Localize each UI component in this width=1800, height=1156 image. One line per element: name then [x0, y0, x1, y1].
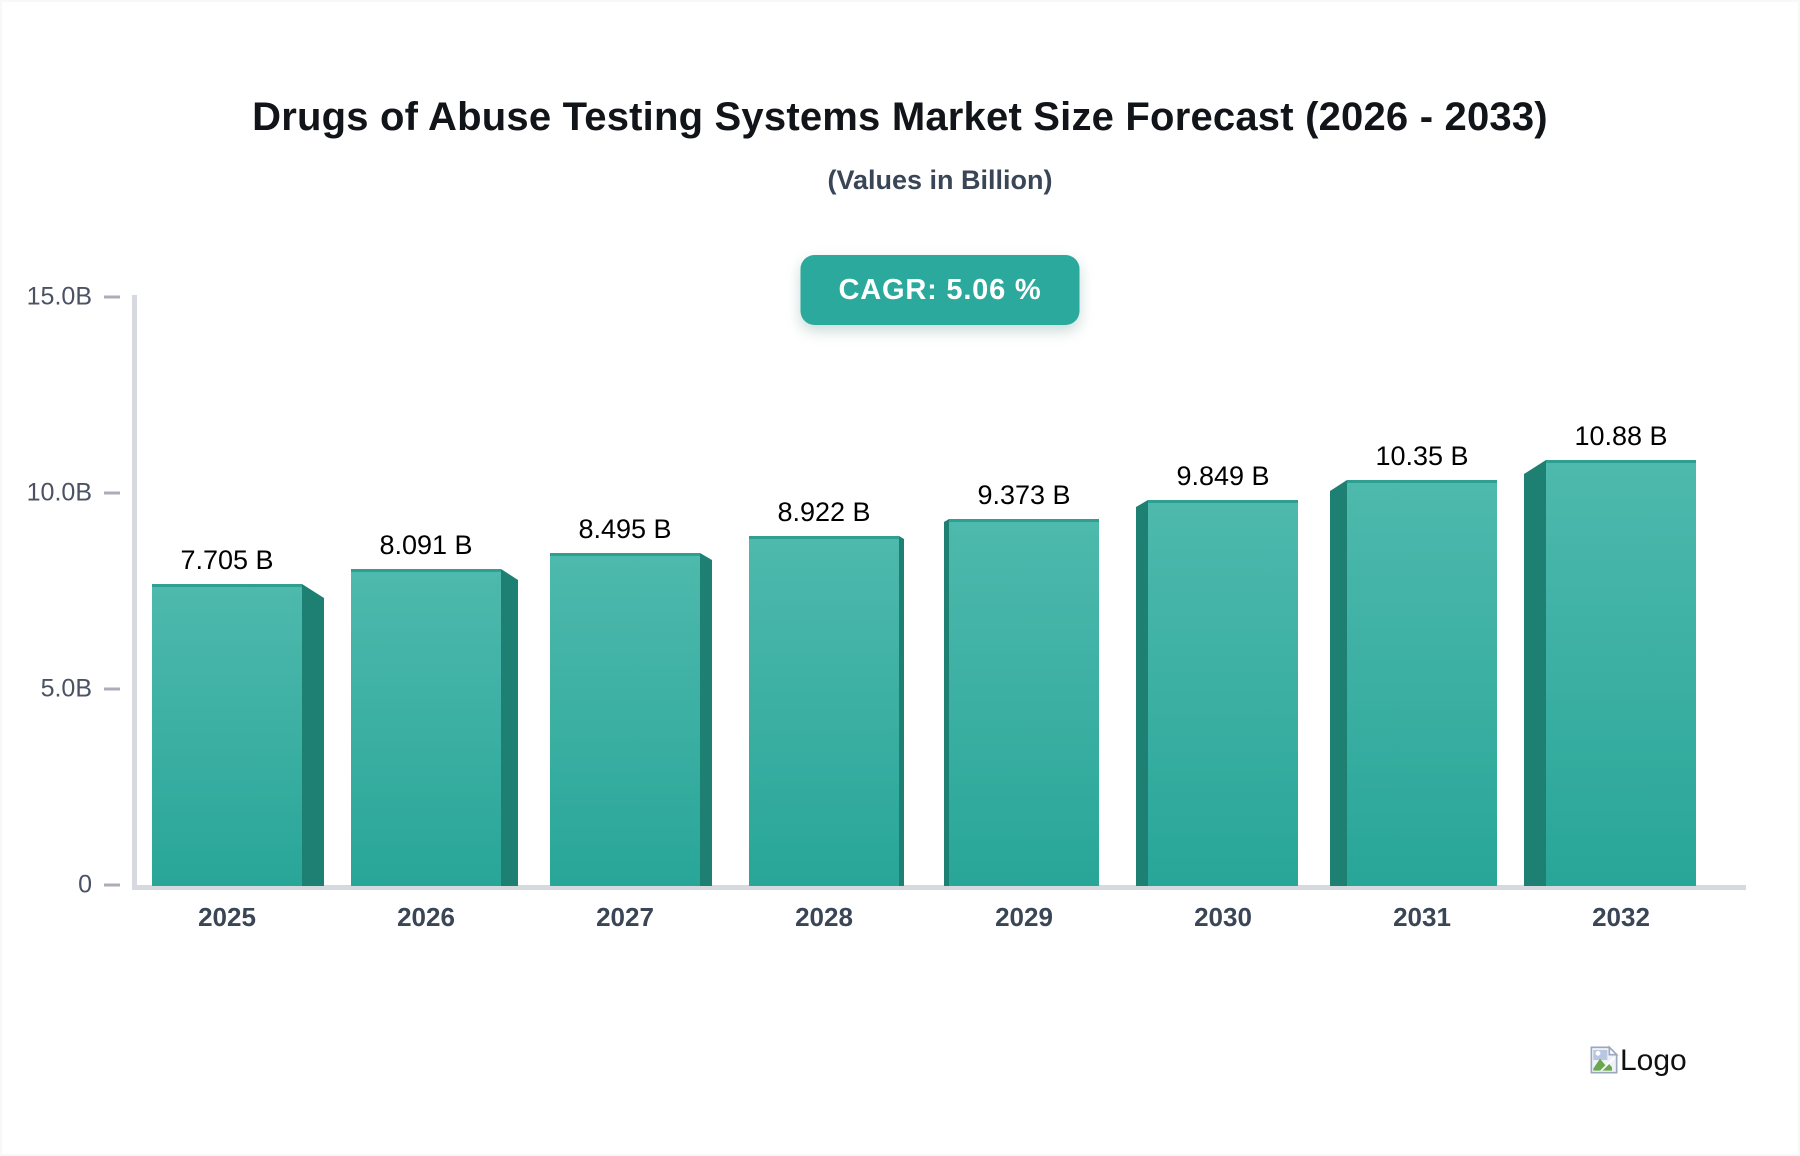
x-axis-label: 2029 [995, 902, 1053, 932]
bar-3d-side [1330, 480, 1347, 886]
bar-3d-side [501, 569, 518, 886]
x-axis-label: 2032 [1592, 902, 1650, 932]
bar-3d-side [700, 553, 712, 886]
logo: Logo [1588, 1042, 1687, 1080]
y-axis-tick-label: 15.0B [26, 282, 92, 311]
bar-value-label: 10.88 B [1574, 421, 1668, 451]
bar-value-label: 9.849 B [1176, 461, 1270, 491]
y-axis-tick-label: 10.0B [26, 478, 92, 507]
bar-3d-side [899, 536, 904, 886]
broken-image-icon [1590, 1045, 1619, 1074]
cagr-badge: CAGR: 5.06 % [800, 255, 1080, 325]
bar[interactable] [550, 553, 700, 886]
x-axis-label: 2026 [397, 902, 455, 932]
bar-value-label: 7.705 B [180, 545, 274, 575]
bar-3d-side [302, 584, 324, 886]
bar-value-label: 10.35 B [1375, 441, 1469, 471]
y-axis-tick-mark [104, 883, 120, 887]
x-axis-label: 2030 [1194, 902, 1252, 932]
y-axis-tick-mark [104, 295, 120, 299]
bar-value-label: 9.373 B [977, 480, 1071, 510]
bar[interactable] [1347, 480, 1497, 886]
bar-value-label: 8.091 B [379, 530, 473, 560]
x-axis-label: 2031 [1393, 902, 1451, 932]
bar[interactable] [1148, 500, 1298, 886]
x-axis-label: 2028 [795, 902, 853, 932]
y-axis-line [132, 295, 137, 890]
bar[interactable] [749, 536, 899, 886]
bar-3d-side [944, 519, 949, 886]
logo-alt-text: Logo [1620, 1044, 1687, 1077]
y-axis-tick-label: 0 [78, 870, 92, 899]
bar[interactable] [152, 584, 302, 886]
x-axis-line [132, 885, 1746, 890]
bar[interactable] [949, 519, 1099, 886]
y-axis-tick-mark [104, 687, 120, 691]
chart-subtitle: (Values in Billion) [827, 165, 1053, 195]
x-axis-label: 2027 [596, 902, 654, 932]
y-axis-tick-mark [104, 491, 120, 495]
chart-title: Drugs of Abuse Testing Systems Market Si… [252, 95, 1548, 139]
bar-value-label: 8.495 B [578, 514, 672, 544]
bar[interactable] [1546, 460, 1696, 886]
y-axis-tick-label: 5.0B [40, 674, 92, 703]
bar-3d-side [1524, 460, 1546, 886]
bar-value-label: 8.922 B [777, 497, 871, 527]
bar[interactable] [351, 569, 501, 886]
x-axis-label: 2025 [198, 902, 256, 932]
bar-3d-side [1136, 500, 1148, 886]
